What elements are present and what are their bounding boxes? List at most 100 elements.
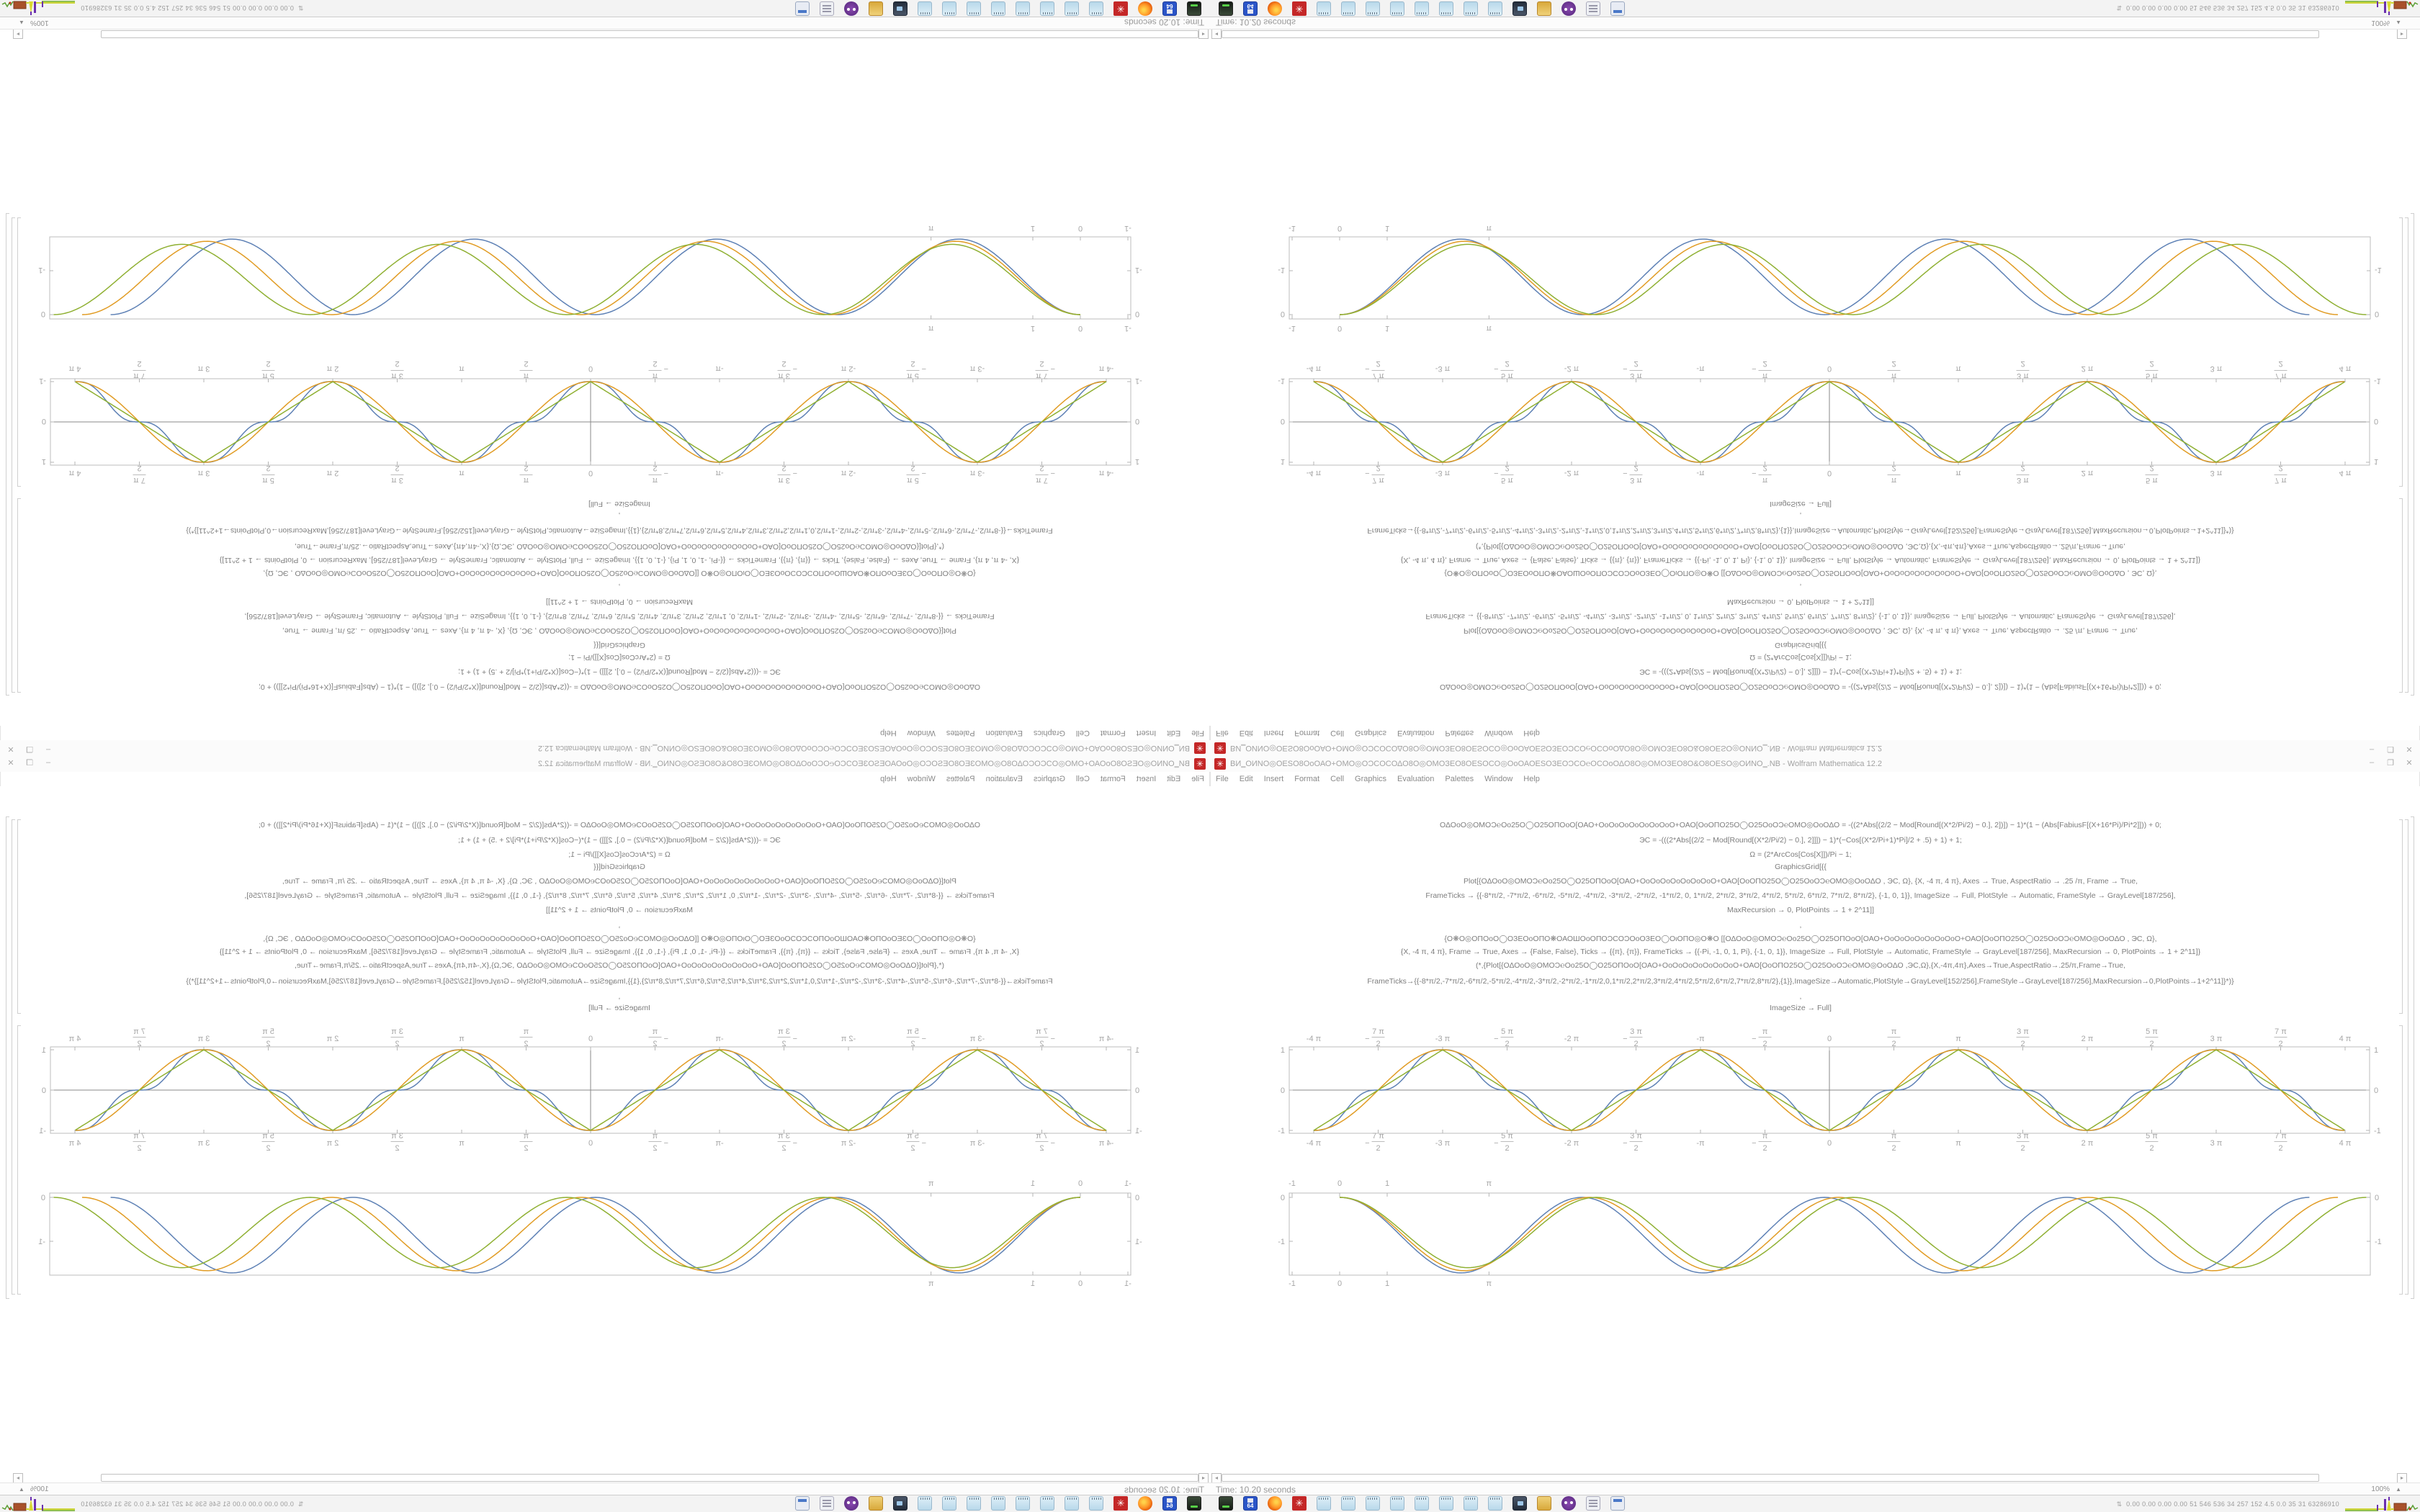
notebook-5-icon[interactable] <box>991 1496 1005 1511</box>
scroll-right-arrow-icon[interactable]: ▸ <box>2397 29 2407 39</box>
menu-insert[interactable]: Insert <box>1136 729 1157 737</box>
firefox-icon[interactable] <box>1138 1 1152 16</box>
menu-evaluation[interactable]: Evaluation <box>985 775 1023 783</box>
code-line[interactable]: (*,{Plot[{ΟΔΟοΟ◎ΟΜΟϽ℮Οο25Ο◯Ο25ΟΠΟοΟ[ΟΑΟ+… <box>1476 961 2125 970</box>
code-line[interactable]: Ω = (2*ArcCos[Cos[X]])/Pi − 1; <box>568 653 671 662</box>
folder-icon[interactable] <box>1537 1 1551 16</box>
code-line[interactable]: GraphicsGrid[{{ <box>593 641 645 649</box>
mathematica-icon[interactable]: ✳ <box>1113 1496 1128 1511</box>
notebook-4-icon[interactable] <box>1390 1 1404 16</box>
folder-icon[interactable] <box>869 1 883 16</box>
outer-group-bracket[interactable] <box>2411 213 2414 696</box>
code-line[interactable]: GraphicsGrid[{{ <box>1775 641 1827 649</box>
notebook-5-icon[interactable] <box>1415 1496 1429 1511</box>
menu-cell[interactable]: Cell <box>1330 775 1345 783</box>
scroll-right-arrow-icon[interactable]: ▸ <box>13 1473 23 1483</box>
output-cell-bracket[interactable] <box>17 217 21 487</box>
restore-button[interactable]: ❐ <box>26 744 33 753</box>
scrollbar-thumb[interactable] <box>1222 1474 2319 1482</box>
notebook-6-icon[interactable] <box>967 1496 981 1511</box>
code-line[interactable]: ЭС = -(((2*Abs[(2/2 − Mod[Round[(X*2/Pi/… <box>458 836 781 845</box>
code-line[interactable]: MaxRecursion → 0, PlotPoints → 1 + 2^11]… <box>1726 906 1875 914</box>
code-line[interactable]: , <box>1799 921 1802 930</box>
menu-evaluation[interactable]: Evaluation <box>1397 775 1435 783</box>
notebook-1-icon[interactable] <box>1089 1 1103 16</box>
menu-cell[interactable]: Cell <box>1075 729 1090 737</box>
menu-graphics[interactable]: Graphics <box>1033 729 1065 737</box>
code-line[interactable]: Plot[{ΟΔΟοΟ◎ΟΜΟϽ℮Οο25Ο◯Ο25ΟΠΟοΟ[ΟΑΟ+ΟοΟο… <box>282 877 957 886</box>
notebook-area[interactable]: ΟΔΟοΟ◎ΟΜΟϽ℮Οο25Ο◯Ο25ΟΠΟοΟ[ΟΑΟ+ΟοΟοΟοΟοΟο… <box>0 786 1210 1472</box>
scroll-left-arrow-icon[interactable]: ◂ <box>1211 1473 1222 1483</box>
notebook-7-icon[interactable] <box>1464 1496 1478 1511</box>
input-cell-bracket[interactable] <box>17 819 21 1014</box>
document-printer-icon[interactable] <box>820 1496 834 1511</box>
notebook-6-icon[interactable] <box>1439 1 1453 16</box>
notebook-1-icon[interactable] <box>1317 1 1331 16</box>
menu-help[interactable]: Help <box>880 729 897 737</box>
input-cell-bracket[interactable] <box>2399 819 2403 1014</box>
mathematica-icon[interactable]: ✳ <box>1113 1 1128 16</box>
screen-capture-icon[interactable] <box>893 1496 908 1511</box>
menu-evaluation[interactable]: Evaluation <box>985 729 1023 737</box>
firefox-icon[interactable] <box>1138 1496 1152 1511</box>
menu-window[interactable]: Window <box>907 775 936 783</box>
code-line[interactable]: , <box>1799 992 1802 1001</box>
notebook-2-icon[interactable] <box>1341 1496 1355 1511</box>
code-line[interactable]: ΟΔΟοΟ◎ΟΜΟϽ℮Οο25Ο◯Ο25ΟΠΟοΟ[ΟΑΟ+ΟοΟοΟοΟοΟο… <box>259 683 980 691</box>
drive-icon[interactable] <box>1187 1 1201 16</box>
code-line[interactable]: , <box>618 921 621 930</box>
mathematica-icon[interactable]: ✳ <box>1292 1 1307 16</box>
drive-icon[interactable] <box>1219 1 1233 16</box>
close-button[interactable]: ✕ <box>2406 759 2413 768</box>
floppy64-icon[interactable] <box>1162 1 1177 16</box>
zoom-level[interactable]: 100% <box>2371 1485 2390 1493</box>
output-cell-bracket[interactable] <box>2399 217 2403 487</box>
menu-file[interactable]: File <box>1191 775 1204 783</box>
menu-cell[interactable]: Cell <box>1075 775 1090 783</box>
outer-group-bracket[interactable] <box>6 213 9 696</box>
code-line[interactable]: MaxRecursion → 0, PlotPoints → 1 + 2^11]… <box>545 598 694 606</box>
minimize-button[interactable]: – <box>2369 745 2375 754</box>
owl-app-icon[interactable] <box>1561 1496 1576 1511</box>
code-line[interactable]: Plot[{ΟΔΟοΟ◎ΟΜΟϽ℮Οο25Ο◯Ο25ΟΠΟοΟ[ΟΑΟ+ΟοΟο… <box>282 626 957 635</box>
zoom-level[interactable]: 100% <box>30 1485 49 1493</box>
code-line[interactable]: {Ο❋Ο◎ΟΠΟοΟ◯ΟЗΕΟοΟΠΟ❋ΟΑΟШΟοΟΠΟϽСΟϽΟοΟЗΕΟ◯… <box>263 935 976 943</box>
code-line[interactable]: {Ο❋Ο◎ΟΠΟοΟ◯ΟЗΕΟοΟΠΟ❋ΟΑΟШΟοΟΠΟϽСΟϽΟοΟЗΕΟ◯… <box>263 569 976 577</box>
menu-format[interactable]: Format <box>1294 775 1320 783</box>
notebook-3-icon[interactable] <box>1366 1496 1380 1511</box>
code-line[interactable]: {X, -4 π, 4 π}, Frame → True, Axes → {Fa… <box>219 556 1020 564</box>
menu-edit[interactable]: Edit <box>1167 729 1181 737</box>
code-line[interactable]: FrameTicks→{{-8*π/2,-7*π/2,-6*π/2,-5*π/2… <box>1367 526 2234 535</box>
menu-edit[interactable]: Edit <box>1167 775 1181 783</box>
notebook-4-icon[interactable] <box>1016 1496 1030 1511</box>
scrollbar-thumb[interactable] <box>101 1474 1198 1482</box>
code-line[interactable]: , <box>1799 511 1802 520</box>
scrollbar-thumb[interactable] <box>101 30 1198 38</box>
notebook-8-icon[interactable] <box>1488 1 1502 16</box>
window-manager-icon[interactable] <box>1610 1 1625 16</box>
menu-window[interactable]: Window <box>907 729 936 737</box>
code-line[interactable]: Plot[{ΟΔΟοΟ◎ΟΜΟϽ℮Οο25Ο◯Ο25ΟΠΟοΟ[ΟΑΟ+ΟοΟο… <box>1463 877 2138 886</box>
code-line[interactable]: ΟΔΟοΟ◎ΟΜΟϽ℮Οο25Ο◯Ο25ΟΠΟοΟ[ΟΑΟ+ΟοΟοΟοΟοΟο… <box>1440 821 2161 829</box>
code-line[interactable]: GraphicsGrid[{{ <box>1775 863 1827 871</box>
notebook-3-icon[interactable] <box>1366 1 1380 16</box>
menu-graphics[interactable]: Graphics <box>1355 729 1387 737</box>
floppy64-icon[interactable] <box>1243 1496 1258 1511</box>
code-line[interactable]: ΟΔΟοΟ◎ΟΜΟϽ℮Οο25Ο◯Ο25ΟΠΟοΟ[ΟΑΟ+ΟοΟοΟοΟοΟο… <box>1440 683 2161 691</box>
code-line[interactable]: Plot[{ΟΔΟοΟ◎ΟΜΟϽ℮Οο25Ο◯Ο25ΟΠΟοΟ[ΟΑΟ+ΟοΟο… <box>1463 626 2138 635</box>
menu-file[interactable]: File <box>1216 729 1229 737</box>
code-line[interactable]: FrameTicks → {{-8*π/2, -7*π/2, -6*π/2, -… <box>1425 612 2176 621</box>
code-line[interactable]: FrameTicks → {{-8*π/2, -7*π/2, -6*π/2, -… <box>244 891 995 900</box>
owl-app-icon[interactable] <box>844 1 859 16</box>
outer-group-bracket[interactable] <box>6 816 9 1299</box>
horizontal-scrollbar[interactable]: ◂ ▸ <box>1210 29 2420 40</box>
code-line[interactable]: Ω = (2*ArcCos[Cos[X]])/Pi − 1; <box>1749 653 1852 662</box>
restore-button[interactable]: ❐ <box>26 759 33 768</box>
zoom-menu-icon[interactable]: ▲ <box>19 19 24 26</box>
notebook-1-icon[interactable] <box>1089 1496 1103 1511</box>
code-line[interactable]: , <box>618 511 621 520</box>
scroll-right-arrow-icon[interactable]: ▸ <box>13 29 23 39</box>
zoom-level[interactable]: 100% <box>2371 19 2390 27</box>
floppy64-icon[interactable] <box>1243 1 1258 16</box>
menu-window[interactable]: Window <box>1484 729 1513 737</box>
